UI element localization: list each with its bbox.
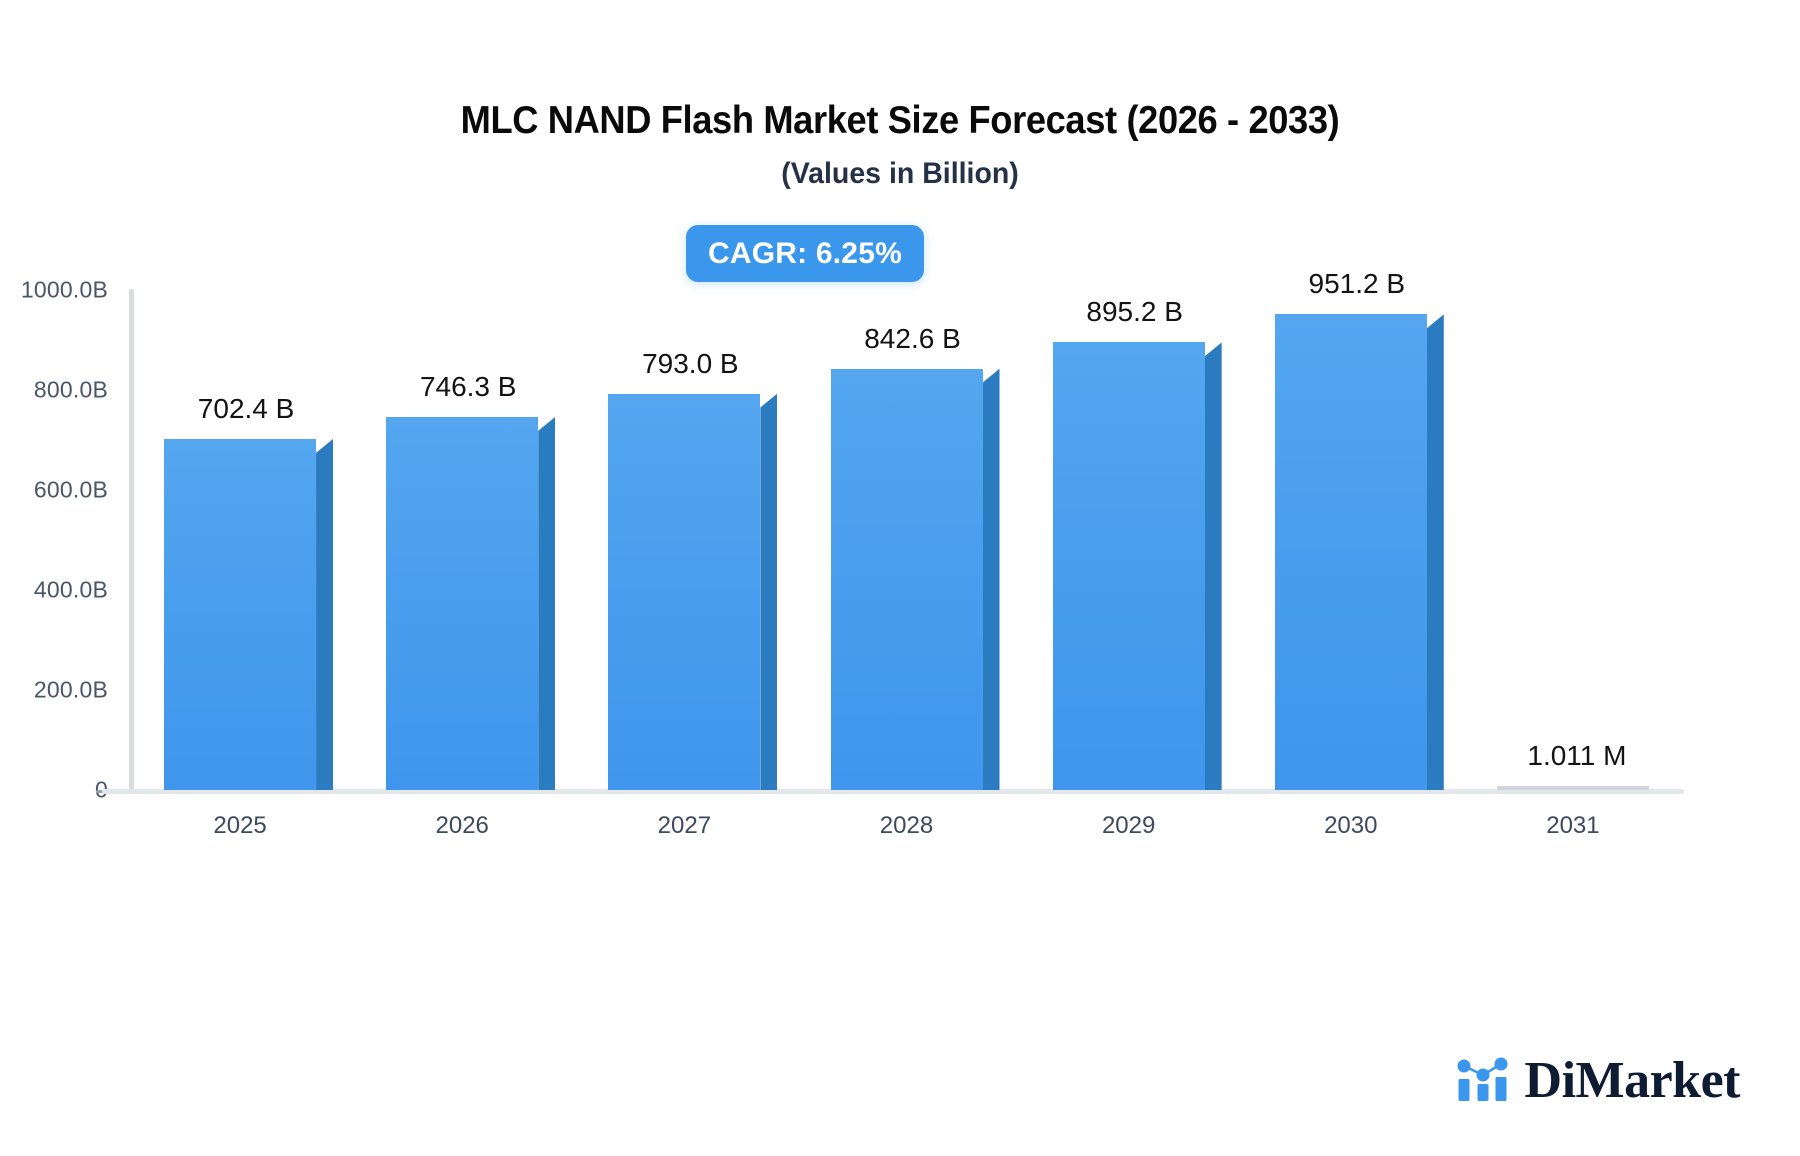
y-axis-tick-label: 600.0B [33,476,108,503]
y-axis-tick-label: 800.0B [33,376,108,403]
chart-header: MLC NAND Flash Market Size Forecast (202… [0,98,1800,192]
bar-front-face [164,438,317,790]
bar-value-label: 951.2 B [1308,268,1406,300]
bar-body [164,438,334,790]
x-axis-tick-label: 2028 [879,812,934,839]
bar-value-label: 895.2 B [1086,296,1183,328]
brand-logo-text: DiMarket [1524,1051,1741,1109]
cagr-badge-label: CAGR: 6.25% [708,236,902,270]
bar-value-label: 702.4 B [197,392,295,424]
bar-value-label: 746.3 B [419,370,517,402]
bar-body [386,416,556,790]
bar-2028[interactable]: 842.6 B [830,323,1000,790]
bar-side-face [538,416,556,790]
bar-front-face [608,393,761,790]
bar-body [1052,342,1222,790]
x-axis-tick-label: 2027 [657,812,712,839]
y-axis-labels: 0 200.0B 400.0B 600.0B 800.0B 1000.0B [0,277,108,803]
bar-2026[interactable]: 746.3 B [386,371,556,790]
x-axis-line [102,789,1684,794]
bar-side-face [316,438,334,790]
brand-logo: DiMarket [1455,1051,1741,1109]
bar-front-face [830,368,983,790]
bar-body [1274,314,1444,790]
bar-2025[interactable]: 702.4 B [164,393,334,790]
bar-series: 702.4 B 746.3 B 793.0 B 842.6 B 895.2 B 951.2… [129,268,1684,790]
bar-value-label: 1.011 M [1527,740,1627,771]
plot-area [102,289,1684,794]
bar-2030[interactable]: 951.2 B [1274,268,1444,790]
y-axis-tick-label: 400.0B [33,576,108,603]
x-axis-tick-label: 2031 [1546,812,1600,839]
x-axis-tick-label: 2029 [1101,812,1156,839]
x-axis-tick-label: 2025 [213,812,267,839]
bar-value-label: 842.6 B [864,322,961,354]
bar-chart-dots-icon [1455,1053,1511,1108]
bar-side-face [1426,314,1444,790]
bar-2029[interactable]: 895.2 B [1052,296,1222,790]
bar-side-face [760,393,778,790]
bar-body [830,368,1000,790]
y-axis-tick-label: 1000.0B [20,276,108,303]
x-axis-tick-label: 2030 [1324,812,1378,839]
bar-body [608,393,778,790]
x-axis-labels: 2025 2026 2027 2028 2029 2030 2031 [129,812,1684,852]
y-axis-line [129,289,134,790]
y-axis-tick-label: 0 [95,777,108,804]
bar-side-face [982,368,1000,790]
bar-2031[interactable] [1496,786,1649,790]
bar-side-face [1204,342,1222,790]
bar-front-face [386,416,539,790]
chart-subtitle: (Values in Billion) [781,157,1019,190]
chart-title: MLC NAND Flash Market Size Forecast (202… [460,99,1340,142]
bar-front-face [1052,342,1205,790]
x-axis-tick-label: 2026 [435,812,489,839]
bar-value-label: 793.0 B [642,347,739,379]
bar-front-face [1274,314,1427,790]
bar-2027[interactable]: 793.0 B [608,348,778,790]
cagr-badge[interactable]: CAGR: 6.25% [686,225,924,282]
y-axis-tick-label: 200.0B [33,676,108,703]
